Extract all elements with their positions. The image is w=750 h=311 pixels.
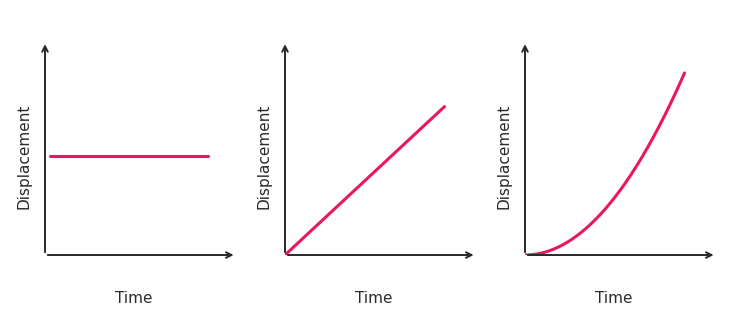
Text: Time: Time [595, 291, 632, 306]
Text: Time: Time [355, 291, 392, 306]
Text: Displacement: Displacement [256, 103, 272, 209]
Text: Displacement: Displacement [16, 103, 32, 209]
Text: Displacement: Displacement [496, 103, 512, 209]
Text: Time: Time [115, 291, 152, 306]
